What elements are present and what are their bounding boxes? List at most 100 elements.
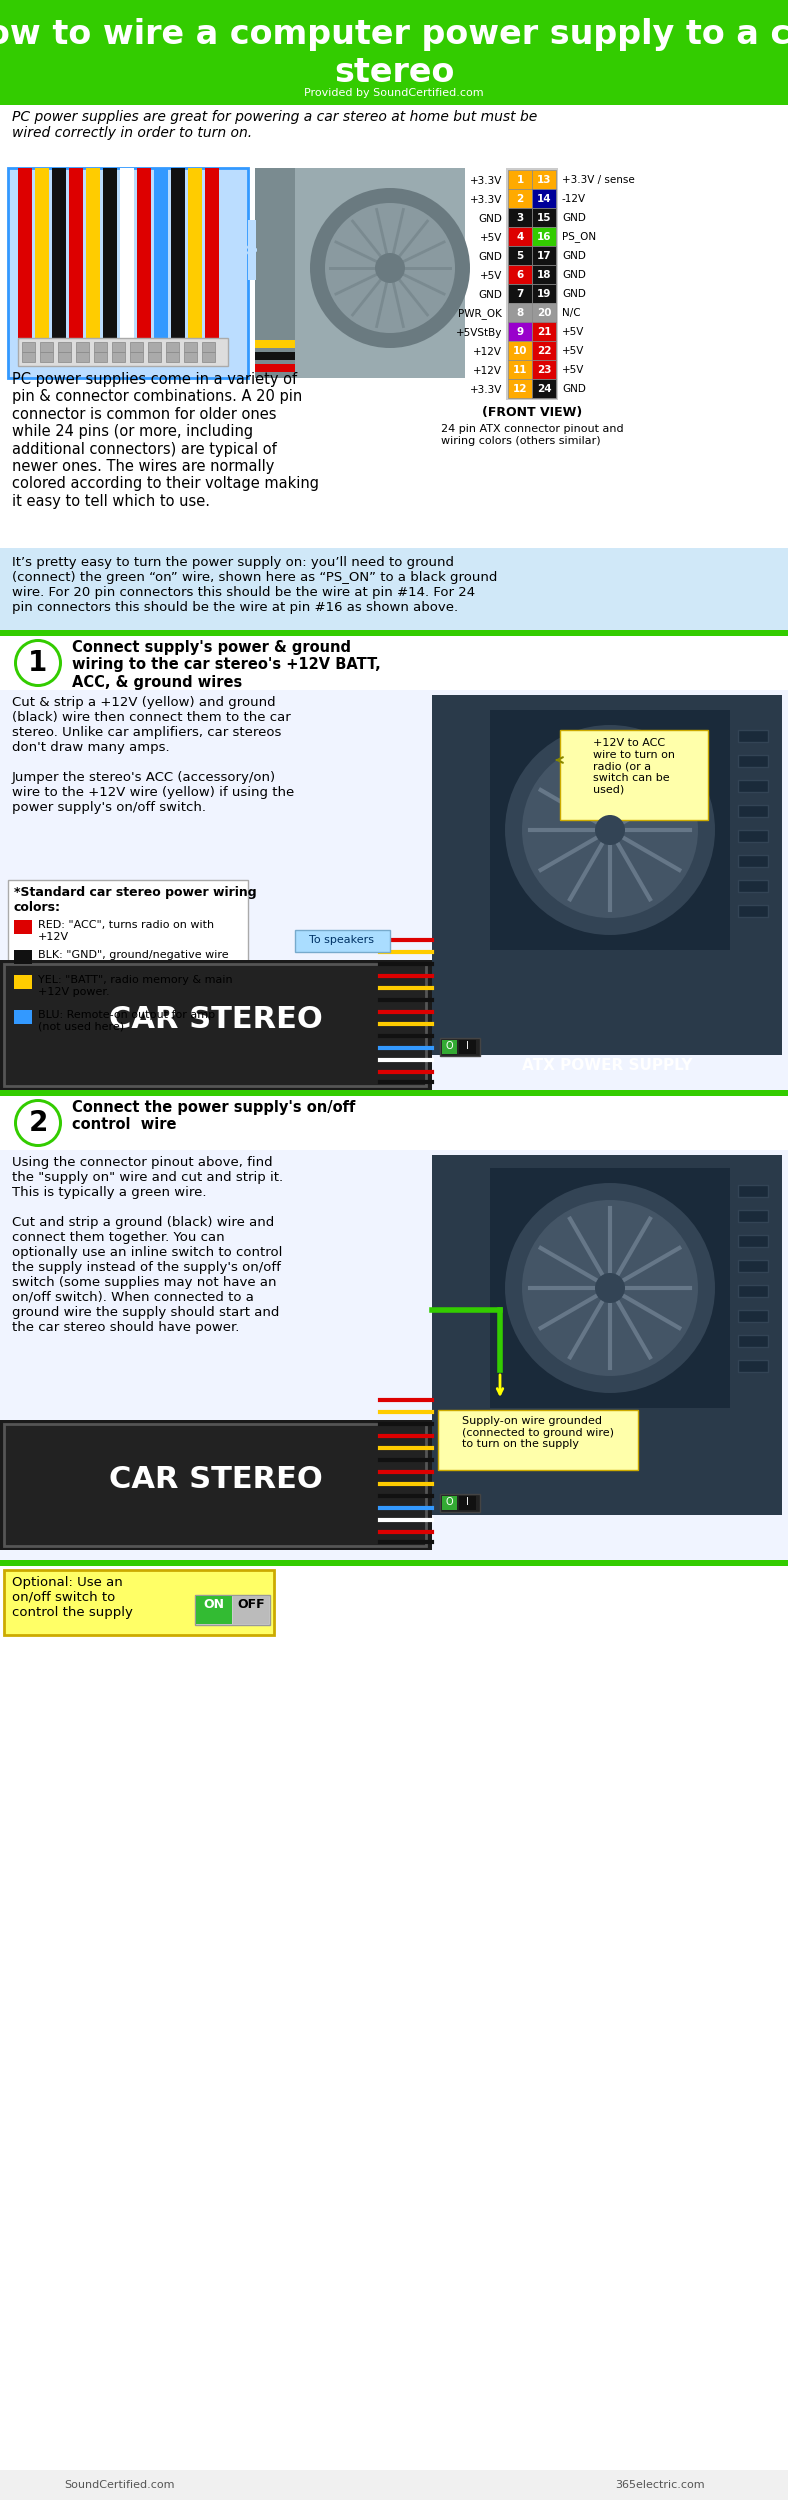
Text: CAR STEREO: CAR STEREO (109, 1005, 323, 1035)
Text: +5V: +5V (562, 328, 585, 338)
Text: +3.3V: +3.3V (470, 175, 502, 185)
Bar (0, 0, 788, 105)
Bar (18, 168, 32, 338)
Bar (532, 228, 556, 245)
Text: 18: 18 (537, 270, 552, 280)
Bar (532, 285, 556, 302)
Text: 6: 6 (516, 270, 523, 280)
Text: PS_ON: PS_ON (562, 232, 597, 242)
Text: I: I (466, 1498, 468, 1508)
Text: +5V: +5V (480, 270, 502, 280)
Bar (4, 965, 426, 1085)
Bar (738, 1360, 768, 1372)
Text: Connect the power supply's on/off
control  wire: Connect the power supply's on/off contro… (72, 1100, 355, 1132)
Bar (52, 168, 66, 338)
Bar (738, 855, 768, 868)
Bar (76, 342, 89, 352)
Text: +12V: +12V (473, 365, 502, 375)
Bar (22, 342, 35, 352)
Bar (58, 352, 71, 362)
Bar (508, 322, 532, 340)
Text: GND: GND (562, 250, 585, 260)
Bar (295, 930, 390, 952)
Bar (76, 352, 89, 362)
Circle shape (522, 742, 698, 918)
Bar (738, 780, 768, 792)
Text: Provided by SoundCertified.com: Provided by SoundCertified.com (304, 88, 484, 98)
Text: CAR STEREO: CAR STEREO (109, 1465, 323, 1495)
Bar (490, 1168, 730, 1407)
Bar (112, 352, 125, 362)
Text: 365electric.com: 365electric.com (615, 2480, 704, 2490)
Bar (4, 1425, 426, 1545)
Bar (40, 352, 53, 362)
Bar (738, 1185, 768, 1198)
Text: GND: GND (562, 270, 585, 280)
Bar (148, 352, 161, 362)
Bar (738, 730, 768, 742)
Text: Cut & strip a +12V (yellow) and ground
(black) wire then connect them to the car: Cut & strip a +12V (yellow) and ground (… (12, 695, 294, 815)
Text: PC power supplies are great for powering a car stereo at home but must be
wired : PC power supplies are great for powering… (12, 110, 537, 140)
Bar (195, 1595, 270, 1625)
Bar (738, 830, 768, 842)
Bar (14, 950, 32, 965)
Bar (738, 805, 768, 818)
Text: 5: 5 (516, 250, 523, 260)
Text: I: I (466, 1040, 468, 1050)
Text: SoundCertified.com: SoundCertified.com (65, 2480, 175, 2490)
Text: 24: 24 (537, 385, 552, 395)
Bar (202, 352, 215, 362)
Bar (255, 352, 295, 360)
Text: +5V: +5V (480, 232, 502, 242)
Text: +5V: +5V (562, 345, 585, 355)
Text: 8: 8 (516, 308, 523, 318)
Bar (14, 1010, 32, 1025)
Bar (0, 690, 788, 1090)
Text: To speakers: To speakers (310, 935, 374, 945)
Bar (295, 168, 465, 378)
Bar (148, 342, 161, 352)
Bar (490, 710, 730, 950)
Bar (69, 168, 83, 338)
Text: BLU: Remote-on output for amp
(not used here): BLU: Remote-on output for amp (not used … (38, 1010, 215, 1032)
Bar (508, 380, 532, 398)
Text: Using the connector pinout above, find
the "supply on" wire and cut and strip it: Using the connector pinout above, find t… (12, 1155, 283, 1335)
Text: stereo: stereo (334, 55, 454, 90)
Bar (14, 920, 32, 935)
Text: GND: GND (478, 215, 502, 225)
Bar (532, 208, 556, 227)
Bar (532, 322, 556, 340)
Text: O: O (445, 1498, 453, 1508)
Bar (94, 352, 107, 362)
Text: 1: 1 (28, 650, 47, 678)
Circle shape (14, 640, 62, 688)
Text: 20: 20 (537, 308, 552, 318)
Text: +5VStBy: +5VStBy (455, 328, 502, 338)
Text: -12V: -12V (562, 195, 586, 205)
Bar (255, 168, 465, 378)
Bar (14, 975, 32, 990)
Text: 17: 17 (537, 250, 552, 260)
Text: 7: 7 (516, 290, 524, 300)
Text: Optional: Use an
on/off switch to
control the supply: Optional: Use an on/off switch to contro… (12, 1575, 133, 1620)
Text: GND: GND (478, 253, 502, 262)
Bar (738, 755, 768, 768)
Bar (58, 342, 71, 352)
Circle shape (310, 188, 470, 348)
Text: +5V: +5V (562, 365, 585, 375)
Text: 16: 16 (537, 232, 552, 242)
Bar (154, 168, 168, 338)
Bar (94, 342, 107, 352)
Text: N/C: N/C (562, 308, 581, 318)
Text: 1: 1 (516, 175, 523, 185)
Circle shape (595, 1272, 625, 1302)
Text: O: O (445, 1040, 453, 1050)
Bar (86, 168, 100, 338)
Text: 14: 14 (537, 195, 552, 205)
Text: 2: 2 (28, 1110, 48, 1138)
Bar (440, 1038, 480, 1055)
Text: 3: 3 (516, 213, 523, 222)
Bar (0, 105, 788, 165)
Bar (22, 352, 35, 362)
Bar (4, 1570, 274, 1635)
